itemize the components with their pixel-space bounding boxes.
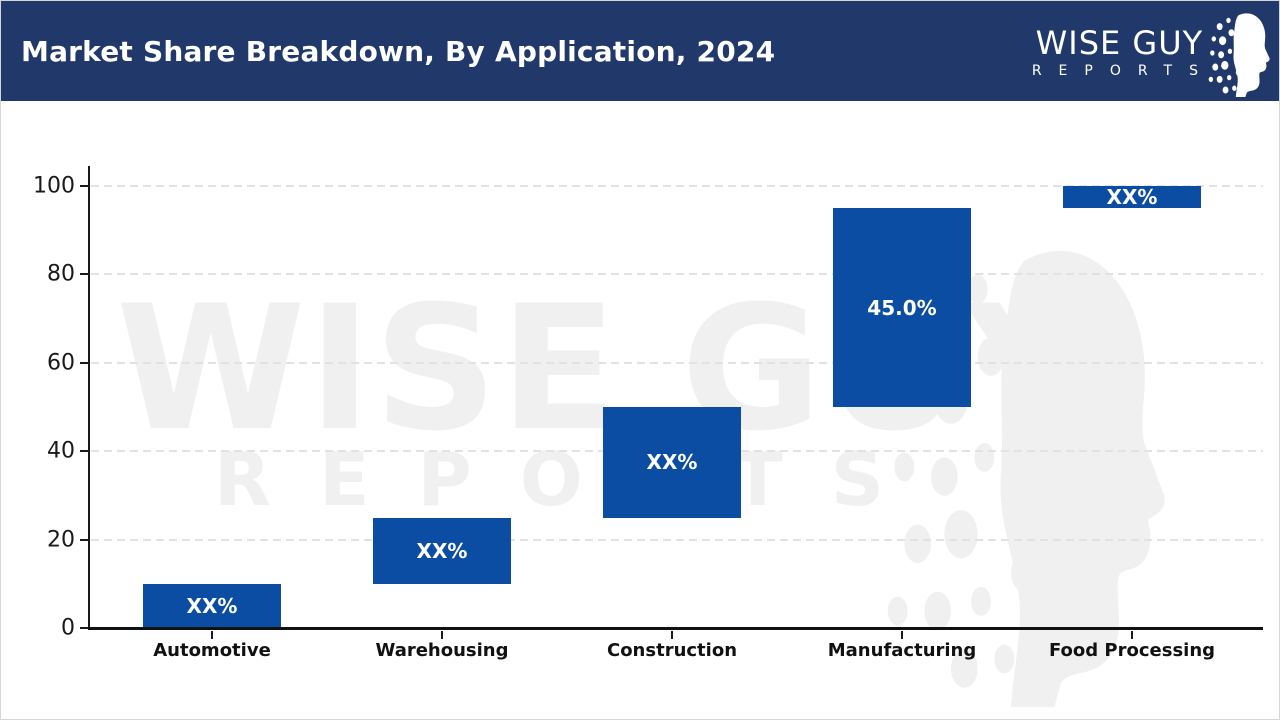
x-axis-line <box>88 627 1263 630</box>
y-tick-label-20: 20 <box>47 527 75 553</box>
y-tick-mark-80 <box>80 273 89 276</box>
y-axis-line <box>88 166 90 629</box>
x-tick-mark-construction <box>671 631 673 639</box>
gridline-60 <box>91 361 1263 364</box>
y-tick-mark-100 <box>80 185 89 187</box>
y-tick-mark-40 <box>80 450 89 453</box>
bar-warehousing: XX% <box>373 517 511 584</box>
bar-value-label-automotive: XX% <box>186 593 238 618</box>
brand-subtitle-label: REPORTS <box>1031 62 1215 79</box>
gridline-80 <box>91 273 1263 276</box>
bar-manufacturing: 45.0% <box>833 208 971 407</box>
x-tick-mark-automotive <box>211 631 213 639</box>
brand-name-label: WISE GUY <box>1035 24 1204 63</box>
y-tick-label-80: 80 <box>47 261 75 287</box>
gridline-20 <box>91 538 1263 541</box>
brand-logo: WISE GUY REPORTS <box>1024 7 1271 99</box>
y-tick-label-60: 60 <box>47 350 75 376</box>
bar-automotive: XX% <box>143 583 281 628</box>
bar-value-label-manufacturing: 45.0% <box>867 295 937 320</box>
bar-value-label-warehousing: XX% <box>416 538 468 563</box>
x-tick-mark-manufacturing <box>901 631 903 639</box>
bar-value-label-food-processing: XX% <box>1106 185 1158 210</box>
y-tick-label-0: 0 <box>61 615 75 641</box>
category-label-automotive: Automotive <box>153 640 271 661</box>
y-tick-mark-0 <box>80 627 89 629</box>
page-title: Market Share Breakdown, By Application, … <box>21 34 776 68</box>
watermark-reports-text: REPORTS <box>214 437 933 523</box>
y-tick-mark-60 <box>80 361 89 364</box>
bar-food-processing: XX% <box>1063 185 1201 210</box>
header-bar: Market Share Breakdown, By Application, … <box>1 1 1279 101</box>
gridline-100 <box>91 185 1263 187</box>
x-tick-mark-food-processing <box>1131 631 1133 639</box>
x-tick-mark-warehousing <box>441 631 443 639</box>
y-tick-mark-20 <box>80 538 89 541</box>
category-label-warehousing: Warehousing <box>375 640 509 661</box>
bar-value-label-construction: XX% <box>646 450 698 475</box>
category-label-food-processing: Food Processing <box>1048 640 1216 661</box>
category-label-construction: Construction <box>606 640 738 661</box>
category-label-manufacturing: Manufacturing <box>827 640 977 661</box>
y-tick-label-40: 40 <box>47 438 75 464</box>
y-tick-label-100: 100 <box>33 173 75 199</box>
brand-logo-text: WISE GUY REPORTS <box>1024 27 1215 79</box>
bar-construction: XX% <box>603 407 741 518</box>
